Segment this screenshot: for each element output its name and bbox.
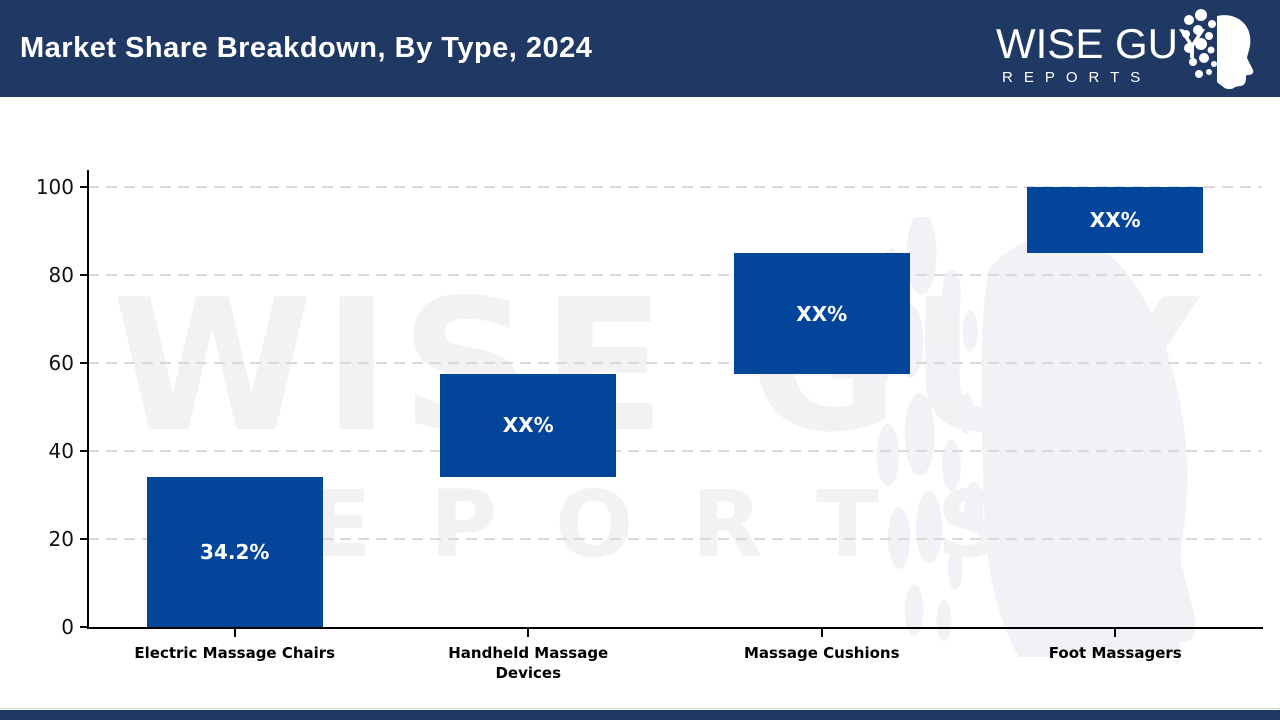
header-bar: Market Share Breakdown, By Type, 2024 WI… xyxy=(0,0,1280,97)
y-tick-label-80: 80 xyxy=(48,263,74,287)
y-tick-label-60: 60 xyxy=(48,351,74,375)
y-tick-label-0: 0 xyxy=(61,615,74,639)
x-tick-mark-1 xyxy=(527,629,530,637)
gridline-y-80 xyxy=(88,274,1262,276)
y-tick-mark-60 xyxy=(80,362,88,364)
gridline-y-60 xyxy=(88,362,1262,364)
gridline-y-100 xyxy=(88,186,1262,188)
plot-region: WISE GUY REPORTS 34.2% XX% XX% XX% 0 20 40 60 8… xyxy=(0,97,1280,709)
category-label-3: Foot Massagers xyxy=(1048,644,1182,662)
bar-value-label: XX% xyxy=(1089,208,1141,232)
y-tick-mark-80 xyxy=(80,274,88,276)
bar-value-label: 34.2% xyxy=(200,539,270,564)
category-label-0: Electric Massage Chairs xyxy=(134,644,336,662)
brand-logo: WISE GUY REPORTS xyxy=(996,8,1254,90)
footer-bar xyxy=(0,710,1280,720)
y-tick-label-20: 20 xyxy=(48,527,74,551)
logo-wordmark: WISE GUY xyxy=(996,20,1206,67)
brand-logo-graphic: WISE GUY REPORTS xyxy=(996,8,1254,89)
category-label-1: Handheld Massage Devices xyxy=(448,644,609,683)
y-tick-mark-0 xyxy=(80,626,88,628)
gridline-y-20 xyxy=(88,538,1262,540)
y-tick-mark-40 xyxy=(80,450,88,452)
bar-value-label: XX% xyxy=(502,413,554,438)
category-label-2: Massage Cushions xyxy=(743,644,900,662)
bar-handheld-massage-devices: XX% xyxy=(440,374,617,477)
watermark-head-icon xyxy=(871,217,1196,657)
bar-electric-massage-chairs: 34.2% xyxy=(146,476,323,627)
y-tick-mark-100 xyxy=(80,186,88,188)
y-tick-mark-20 xyxy=(80,538,88,540)
x-tick-mark-3 xyxy=(1114,629,1117,637)
logo-subtext: REPORTS xyxy=(1002,69,1151,86)
gridline-y-40 xyxy=(88,450,1262,452)
chart-title: Market Share Breakdown, By Type, 2024 xyxy=(20,32,593,64)
y-tick-label-100: 100 xyxy=(35,175,74,199)
logo-head-icon xyxy=(1182,8,1254,89)
x-axis-spine xyxy=(87,627,1263,629)
y-tick-label-40: 40 xyxy=(48,439,74,463)
bar-foot-massagers: XX% xyxy=(1027,187,1204,253)
bar-massage-cushions: XX% xyxy=(733,253,910,374)
y-axis-spine xyxy=(87,170,89,629)
x-tick-mark-2 xyxy=(820,629,823,637)
bar-value-label: XX% xyxy=(796,301,848,326)
x-tick-mark-0 xyxy=(233,629,236,637)
